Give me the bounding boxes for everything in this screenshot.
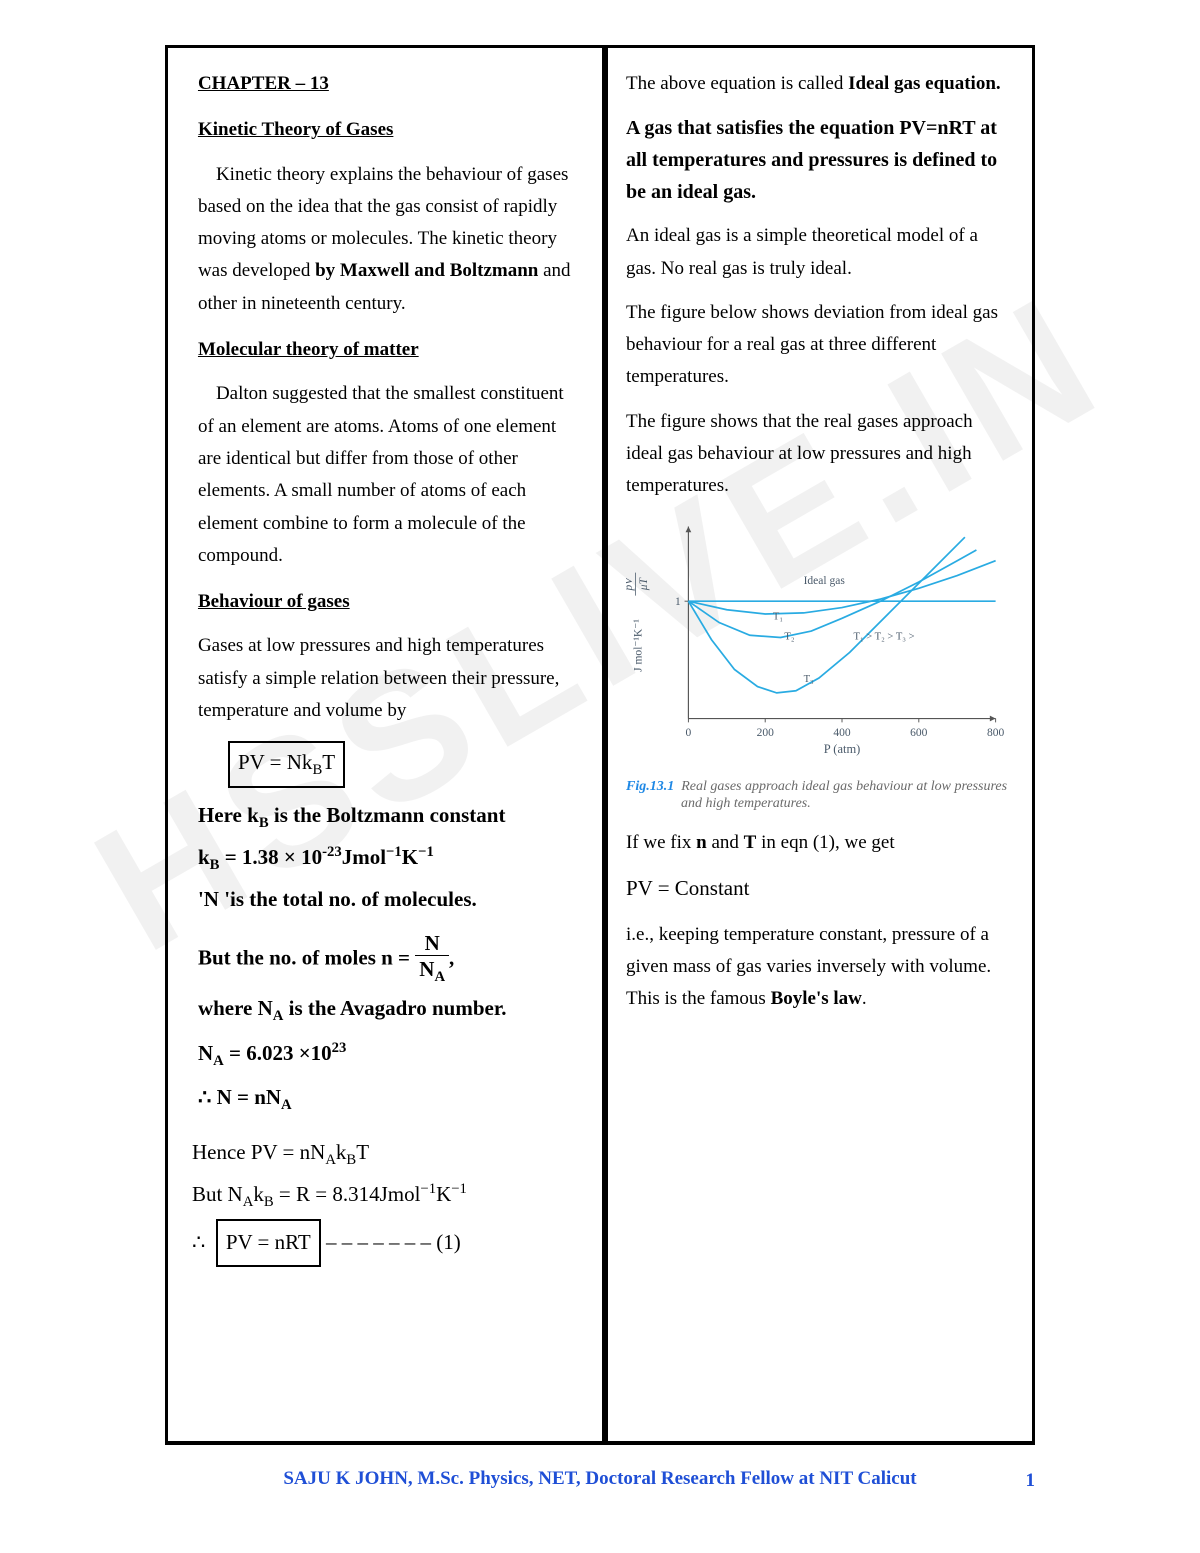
page: HSSLIVE.IN CHAPTER – 13 Kinetic Theory o…	[0, 0, 1200, 1515]
text: is the Boltzmann constant	[269, 803, 506, 827]
text: ,	[449, 945, 454, 969]
svg-text:pV: pV	[626, 575, 635, 591]
section-heading-behaviour: Behaviour of gases	[198, 586, 580, 618]
svg-text:T₃: T₃	[804, 674, 814, 685]
text: k	[198, 845, 210, 869]
text: = 6.023 ×10	[224, 1041, 332, 1065]
figure-caption: Fig.13.1 Real gases approach ideal gas b…	[626, 778, 1010, 813]
text: But the no. of moles n =	[198, 945, 415, 969]
svg-text:0: 0	[686, 726, 692, 738]
svg-text:200: 200	[757, 726, 775, 738]
paragraph-intro: Kinetic theory explains the behaviour of…	[198, 159, 580, 320]
equation-pv-const: PV = Constant	[626, 871, 1010, 907]
text: = R = 8.314Jmol	[274, 1182, 421, 1206]
text: is the Avagadro number.	[283, 996, 506, 1020]
text-bold: by Maxwell and Boltzmann	[315, 260, 538, 281]
svg-text:P (atm): P (atm)	[824, 742, 861, 756]
text: If we fix	[626, 832, 696, 853]
paragraph-ideal-model: An ideal gas is a simple theoretical mod…	[626, 220, 1010, 285]
paragraph-molecular: Dalton suggested that the smallest const…	[198, 378, 580, 572]
svg-text:T₁ > T₂ > T₃ >: T₁ > T₂ > T₃ >	[854, 631, 915, 642]
text-bold: n	[696, 832, 707, 853]
svg-text:T₂: T₂	[784, 631, 794, 642]
text: K	[402, 845, 418, 869]
fraction-n-na: NNA	[415, 932, 449, 987]
text: k	[253, 1182, 264, 1206]
figure-real-gas-chart: 0 200 400 600 800 1 P (atm) pVμT J mol⁻¹K⁻¹ Ideal…	[626, 515, 1010, 776]
text: But N	[192, 1182, 243, 1206]
equation-pv-nrt: PV = nRT	[216, 1219, 321, 1267]
paragraph-behaviour: Gases at low pressures and high temperat…	[198, 630, 580, 727]
paragraph-approach: The figure shows that the real gases app…	[626, 406, 1010, 503]
chart-svg: 0 200 400 600 800 1 P (atm) pVμT J mol⁻¹K⁻¹ Ideal…	[626, 515, 1010, 765]
svg-text:T₁: T₁	[773, 611, 783, 622]
equation-number: – – – – – – – (1)	[321, 1230, 461, 1254]
paragraph-boyle: i.e., keeping temperature constant, pres…	[626, 919, 1010, 1016]
text-bold: Boyle's law	[771, 988, 862, 1009]
section-heading-molecular: Molecular theory of matter	[198, 334, 580, 366]
page-footer: SAJU K JOHN, M.Sc. Physics, NET, Doctora…	[165, 1445, 1035, 1505]
text: = 1.38 × 10	[219, 845, 322, 869]
paragraph-ideal-def: A gas that satisfies the equation PV=nRT…	[626, 112, 1010, 208]
svg-text:800: 800	[987, 726, 1005, 738]
therefore-symbol: ∴	[192, 1230, 205, 1254]
text-bold: Ideal gas equation.	[848, 73, 1001, 94]
text: T	[356, 1140, 369, 1164]
section-heading-kinetic: Kinetic Theory of Gases	[198, 114, 580, 146]
text: in eqn (1), we get	[756, 832, 894, 853]
equation-block: PV = NkBT	[198, 739, 580, 789]
figure-number: Fig.13.1	[626, 779, 674, 794]
text: .	[862, 988, 867, 1009]
boltzmann-text: Here kB is the Boltzmann constant kB = 1…	[198, 796, 580, 920]
text: and	[707, 832, 744, 853]
text-bold: T	[744, 832, 757, 853]
text: K	[436, 1182, 451, 1206]
text: k	[336, 1140, 347, 1164]
text: 'N 'is the total no. of molecules.	[198, 887, 477, 911]
paragraph-deviation: The figure below shows deviation from id…	[626, 297, 1010, 394]
text: Jmol	[342, 845, 386, 869]
svg-text:J mol⁻¹K⁻¹: J mol⁻¹K⁻¹	[632, 618, 644, 671]
figure-caption-text: Real gases approach ideal gas behaviour …	[681, 779, 1007, 812]
text: N	[198, 1041, 213, 1065]
paragraph-fix-nt: If we fix n and T in eqn (1), we get	[626, 827, 1010, 859]
moles-block: But the no. of moles n = NNA, where NA i…	[198, 932, 580, 1121]
content-frame: CHAPTER – 13 Kinetic Theory of Gases Kin…	[165, 45, 1035, 1445]
paragraph-ideal-eq-name: The above equation is called Ideal gas e…	[626, 68, 1010, 100]
text: Here k	[198, 803, 259, 827]
derivation-block: Hence PV = nNAkBT But NAkB = R = 8.314Jm…	[192, 1133, 580, 1269]
svg-text:400: 400	[833, 726, 851, 738]
left-column: CHAPTER – 13 Kinetic Theory of Gases Kin…	[176, 48, 604, 1441]
svg-text:600: 600	[910, 726, 928, 738]
text: The above equation is called	[626, 73, 848, 94]
right-column: The above equation is called Ideal gas e…	[604, 48, 1032, 1441]
svg-text:1: 1	[675, 596, 681, 608]
page-number: 1	[1026, 1465, 1036, 1497]
svg-text:μT: μT	[638, 576, 650, 591]
equation-pv-nkt: PV = NkBT	[228, 741, 345, 787]
text: Hence PV = nN	[192, 1140, 325, 1164]
chapter-heading: CHAPTER – 13	[198, 68, 580, 100]
text: where N	[198, 996, 273, 1020]
svg-text:Ideal gas: Ideal gas	[804, 575, 846, 587]
text: ∴ N = nN	[198, 1085, 281, 1109]
